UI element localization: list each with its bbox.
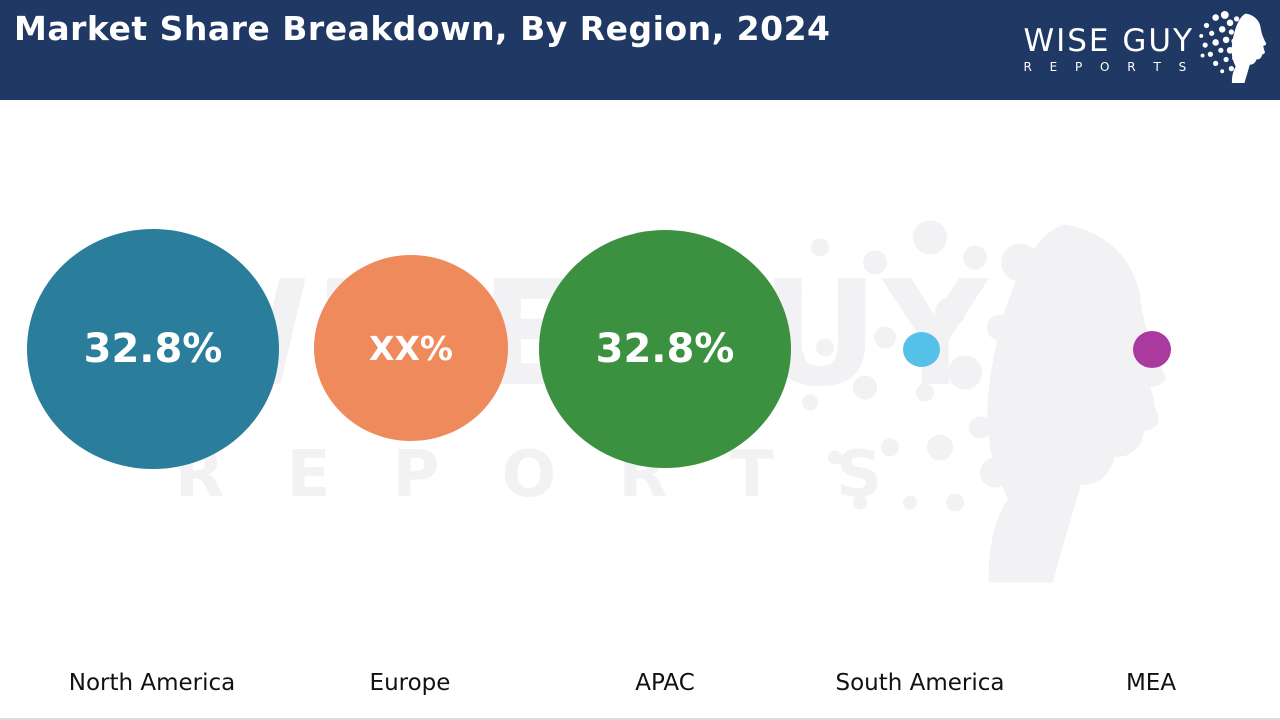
bubble-mea [1133,331,1171,368]
brand-logo: WISE GUY R E P O R T S [1023,6,1268,92]
bubble-value: 32.8% [595,326,735,372]
logo-face-icon [1199,11,1267,84]
watermark-reports-text: R E P O R T S [175,438,903,512]
watermark-face-icon [788,220,1166,583]
category-label-north-america: North America [68,670,236,696]
category-label-europe: Europe [369,670,451,696]
brand-logo-text: WISE GUY R E P O R T S [1023,24,1194,73]
category-label-apac: APAC [635,670,695,696]
bubble-north-america: 32.8% [27,229,279,469]
bubble-south-america [903,332,940,367]
header-bar: Market Share Breakdown, By Region, 2024 … [0,0,1280,100]
category-label-south-america: South America [835,670,1005,696]
chart-area: WISE GUY R E P O R T S 32.8% XX% [0,100,1280,720]
bubble-value: XX% [369,328,453,368]
bubble-apac: 32.8% [539,230,791,468]
logo-reports-text: R E P O R T S [1023,59,1194,74]
page-title: Market Share Breakdown, By Region, 2024 [14,9,831,48]
category-label-mea: MEA [1125,670,1177,696]
logo-wordmark: WISE GUY [1023,23,1194,60]
bubble-value: 32.8% [83,326,223,372]
bubble-europe: XX% [314,255,508,441]
